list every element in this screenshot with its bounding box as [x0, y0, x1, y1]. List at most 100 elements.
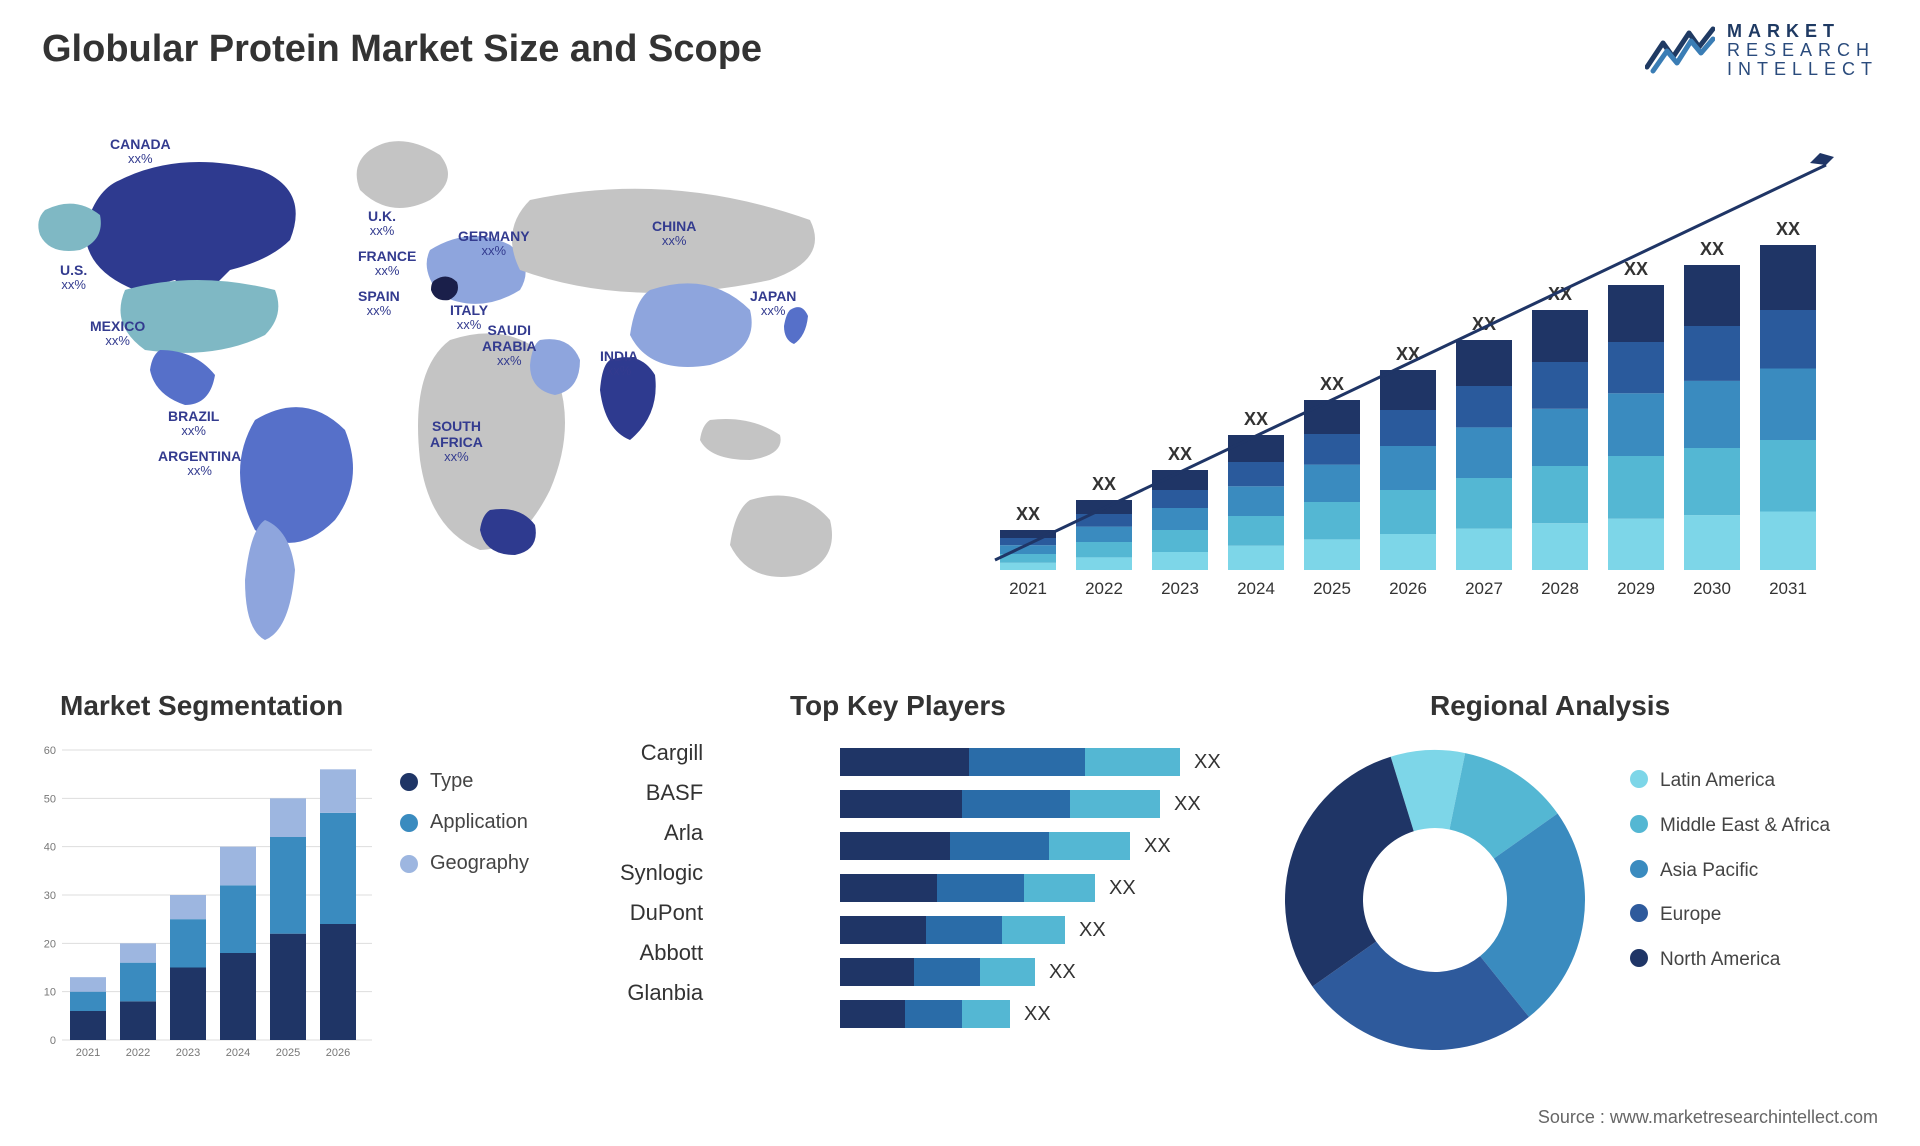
player-name: Cargill — [620, 742, 703, 764]
legend-label: Geography — [430, 852, 529, 875]
donut-svg — [1275, 740, 1595, 1060]
players-bars: XXXXXXXXXXXXXX — [840, 748, 1260, 1042]
player-bar-row: XX — [840, 874, 1260, 902]
map-label: JAPANxx% — [750, 288, 796, 319]
svg-text:2031: 2031 — [1769, 579, 1807, 598]
player-value: XX — [1049, 961, 1076, 984]
svg-text:XX: XX — [1016, 504, 1040, 524]
players-list: CargillBASFArlaSynlogicDuPontAbbottGlanb… — [620, 742, 703, 1022]
svg-text:XX: XX — [1624, 259, 1648, 279]
player-bar-row: XX — [840, 916, 1260, 944]
map-label: ARGENTINAxx% — [158, 448, 241, 479]
map-label: INDIAxx% — [600, 348, 638, 379]
player-name: DuPont — [620, 902, 703, 924]
svg-text:2025: 2025 — [1313, 579, 1351, 598]
svg-text:50: 50 — [44, 793, 56, 805]
svg-text:XX: XX — [1168, 444, 1192, 464]
legend-item: Geography — [400, 852, 529, 875]
player-value: XX — [1174, 793, 1201, 816]
map-label: MEXICOxx% — [90, 318, 145, 349]
legend-dot-icon — [1630, 904, 1648, 922]
legend-label: Application — [430, 811, 528, 834]
map-label: GERMANYxx% — [458, 228, 530, 259]
map-label: SPAINxx% — [358, 288, 400, 319]
svg-text:2030: 2030 — [1693, 579, 1731, 598]
svg-text:2024: 2024 — [226, 1047, 250, 1059]
svg-text:2024: 2024 — [1237, 579, 1275, 598]
map-label: SOUTHAFRICAxx% — [430, 418, 483, 465]
svg-text:10: 10 — [44, 987, 56, 999]
segmentation-chart: 0102030405060202120222023202420252026 — [30, 740, 390, 1070]
svg-text:2027: 2027 — [1465, 579, 1503, 598]
svg-text:2023: 2023 — [176, 1047, 200, 1059]
svg-text:XX: XX — [1092, 474, 1116, 494]
svg-text:0: 0 — [50, 1035, 56, 1047]
map-label: U.S.xx% — [60, 262, 87, 293]
legend-label: Asia Pacific — [1660, 860, 1758, 883]
forecast-chart: XX 2021 XX 2022 XX 2023 XX 2024 XX 2025 XX 2026 XX 20… — [980, 140, 1860, 620]
svg-text:2021: 2021 — [1009, 579, 1047, 598]
player-value: XX — [1079, 919, 1106, 942]
regional-legend: Latin America Middle East & Africa Asia Pa… — [1630, 770, 1830, 994]
svg-text:2023: 2023 — [1161, 579, 1199, 598]
player-bar-row: XX — [840, 958, 1260, 986]
legend-label: Middle East & Africa — [1660, 815, 1830, 838]
brand-logo: MARKET RESEARCH INTELLECT — [1645, 22, 1878, 79]
legend-dot-icon — [1630, 770, 1648, 788]
world-map: CANADAxx% U.S.xx%MEXICOxx% BRAZILxx% ARGENT… — [30, 120, 930, 660]
player-value: XX — [1144, 835, 1171, 858]
segmentation-title: Market Segmentation — [60, 690, 343, 722]
legend-label: Europe — [1660, 904, 1721, 927]
svg-text:60: 60 — [44, 745, 56, 757]
player-name: Synlogic — [620, 862, 703, 884]
player-value: XX — [1024, 1003, 1051, 1026]
player-bar-row: XX — [840, 790, 1260, 818]
svg-text:2026: 2026 — [1389, 579, 1427, 598]
legend-dot-icon — [400, 855, 418, 873]
segmentation-svg: 0102030405060202120222023202420252026 — [30, 740, 390, 1070]
svg-text:2026: 2026 — [326, 1047, 350, 1059]
segmentation-legend: Type Application Geography — [400, 770, 529, 893]
logo-text-3: INTELLECT — [1727, 60, 1878, 79]
map-label: BRAZILxx% — [168, 408, 219, 439]
svg-text:XX: XX — [1776, 219, 1800, 239]
svg-text:20: 20 — [44, 938, 56, 950]
player-value: XX — [1109, 877, 1136, 900]
svg-text:40: 40 — [44, 842, 56, 854]
legend-item: Type — [400, 770, 529, 793]
legend-dot-icon — [400, 773, 418, 791]
player-name: Glanbia — [620, 982, 703, 1004]
legend-dot-icon — [1630, 949, 1648, 967]
svg-text:2025: 2025 — [276, 1047, 300, 1059]
svg-text:XX: XX — [1244, 409, 1268, 429]
svg-text:XX: XX — [1320, 374, 1344, 394]
map-label: CHINAxx% — [652, 218, 696, 249]
player-bar-row: XX — [840, 832, 1260, 860]
logo-text-2: RESEARCH — [1727, 41, 1878, 60]
map-label: CANADAxx% — [110, 136, 171, 167]
page-title: Globular Protein Market Size and Scope — [42, 28, 762, 71]
legend-item: Application — [400, 811, 529, 834]
legend-dot-icon — [400, 814, 418, 832]
legend-item: Middle East & Africa — [1630, 815, 1830, 838]
regional-donut — [1275, 740, 1595, 1060]
world-map-svg — [30, 120, 930, 660]
svg-text:30: 30 — [44, 890, 56, 902]
player-value: XX — [1194, 751, 1221, 774]
svg-text:2022: 2022 — [1085, 579, 1123, 598]
legend-item: Asia Pacific — [1630, 860, 1830, 883]
legend-label: Latin America — [1660, 770, 1775, 793]
svg-text:XX: XX — [1700, 239, 1724, 259]
player-bar-row: XX — [840, 1000, 1260, 1028]
svg-text:2028: 2028 — [1541, 579, 1579, 598]
legend-item: Latin America — [1630, 770, 1830, 793]
players-title: Top Key Players — [790, 690, 1006, 722]
legend-label: North America — [1660, 949, 1780, 972]
logo-text-1: MARKET — [1727, 22, 1878, 41]
svg-text:2022: 2022 — [126, 1047, 150, 1059]
player-name: BASF — [620, 782, 703, 804]
legend-label: Type — [430, 770, 473, 793]
map-label: SAUDIARABIAxx% — [482, 322, 536, 369]
forecast-svg: XX 2021 XX 2022 XX 2023 XX 2024 XX 2025 XX 2026 XX 20… — [980, 140, 1860, 620]
player-name: Arla — [620, 822, 703, 844]
